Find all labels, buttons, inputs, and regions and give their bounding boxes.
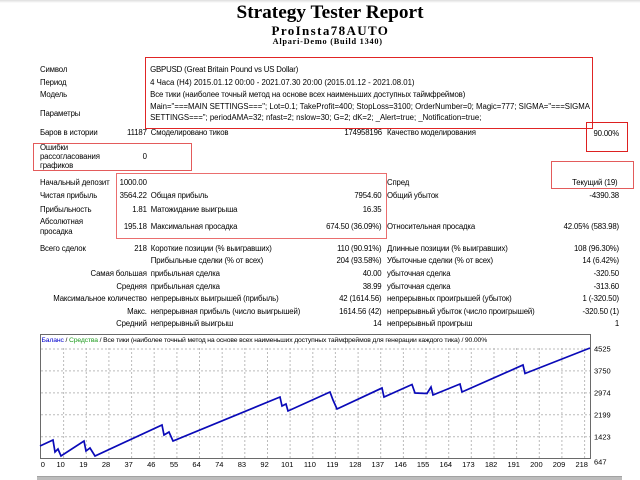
svg-text:2199: 2199: [594, 410, 611, 419]
svg-text:218: 218: [575, 460, 588, 469]
svg-text:164: 164: [440, 460, 453, 469]
svg-text:137: 137: [372, 460, 385, 469]
svg-text:182: 182: [485, 460, 498, 469]
svg-text:209: 209: [553, 460, 566, 469]
svg-text:83: 83: [238, 460, 246, 469]
svg-text:119: 119: [327, 460, 339, 469]
svg-text:4525: 4525: [594, 345, 611, 354]
svg-text:110: 110: [304, 460, 316, 469]
svg-text:3750: 3750: [594, 367, 611, 376]
svg-text:0: 0: [41, 460, 45, 469]
svg-text:10: 10: [57, 460, 65, 469]
svg-text:28: 28: [102, 460, 110, 469]
svg-text:128: 128: [349, 460, 362, 469]
svg-text:146: 146: [394, 460, 407, 469]
svg-text:46: 46: [147, 460, 155, 469]
svg-text:19: 19: [79, 460, 87, 469]
svg-text:101: 101: [281, 460, 294, 469]
svg-text:647: 647: [594, 457, 607, 466]
svg-text:92: 92: [260, 460, 268, 469]
svg-text:37: 37: [125, 460, 133, 469]
svg-text:1423: 1423: [594, 432, 611, 441]
svg-text:173: 173: [462, 460, 475, 469]
svg-text:55: 55: [170, 460, 178, 469]
svg-text:191: 191: [507, 460, 520, 469]
svg-text:74: 74: [215, 460, 223, 469]
svg-text:64: 64: [192, 460, 200, 469]
svg-text:Баланс / Средства / Все тики (: Баланс / Средства / Все тики (наиболее т…: [42, 336, 488, 344]
svg-text:200: 200: [530, 460, 543, 469]
svg-text:2974: 2974: [594, 389, 611, 398]
svg-text:155: 155: [417, 460, 430, 469]
